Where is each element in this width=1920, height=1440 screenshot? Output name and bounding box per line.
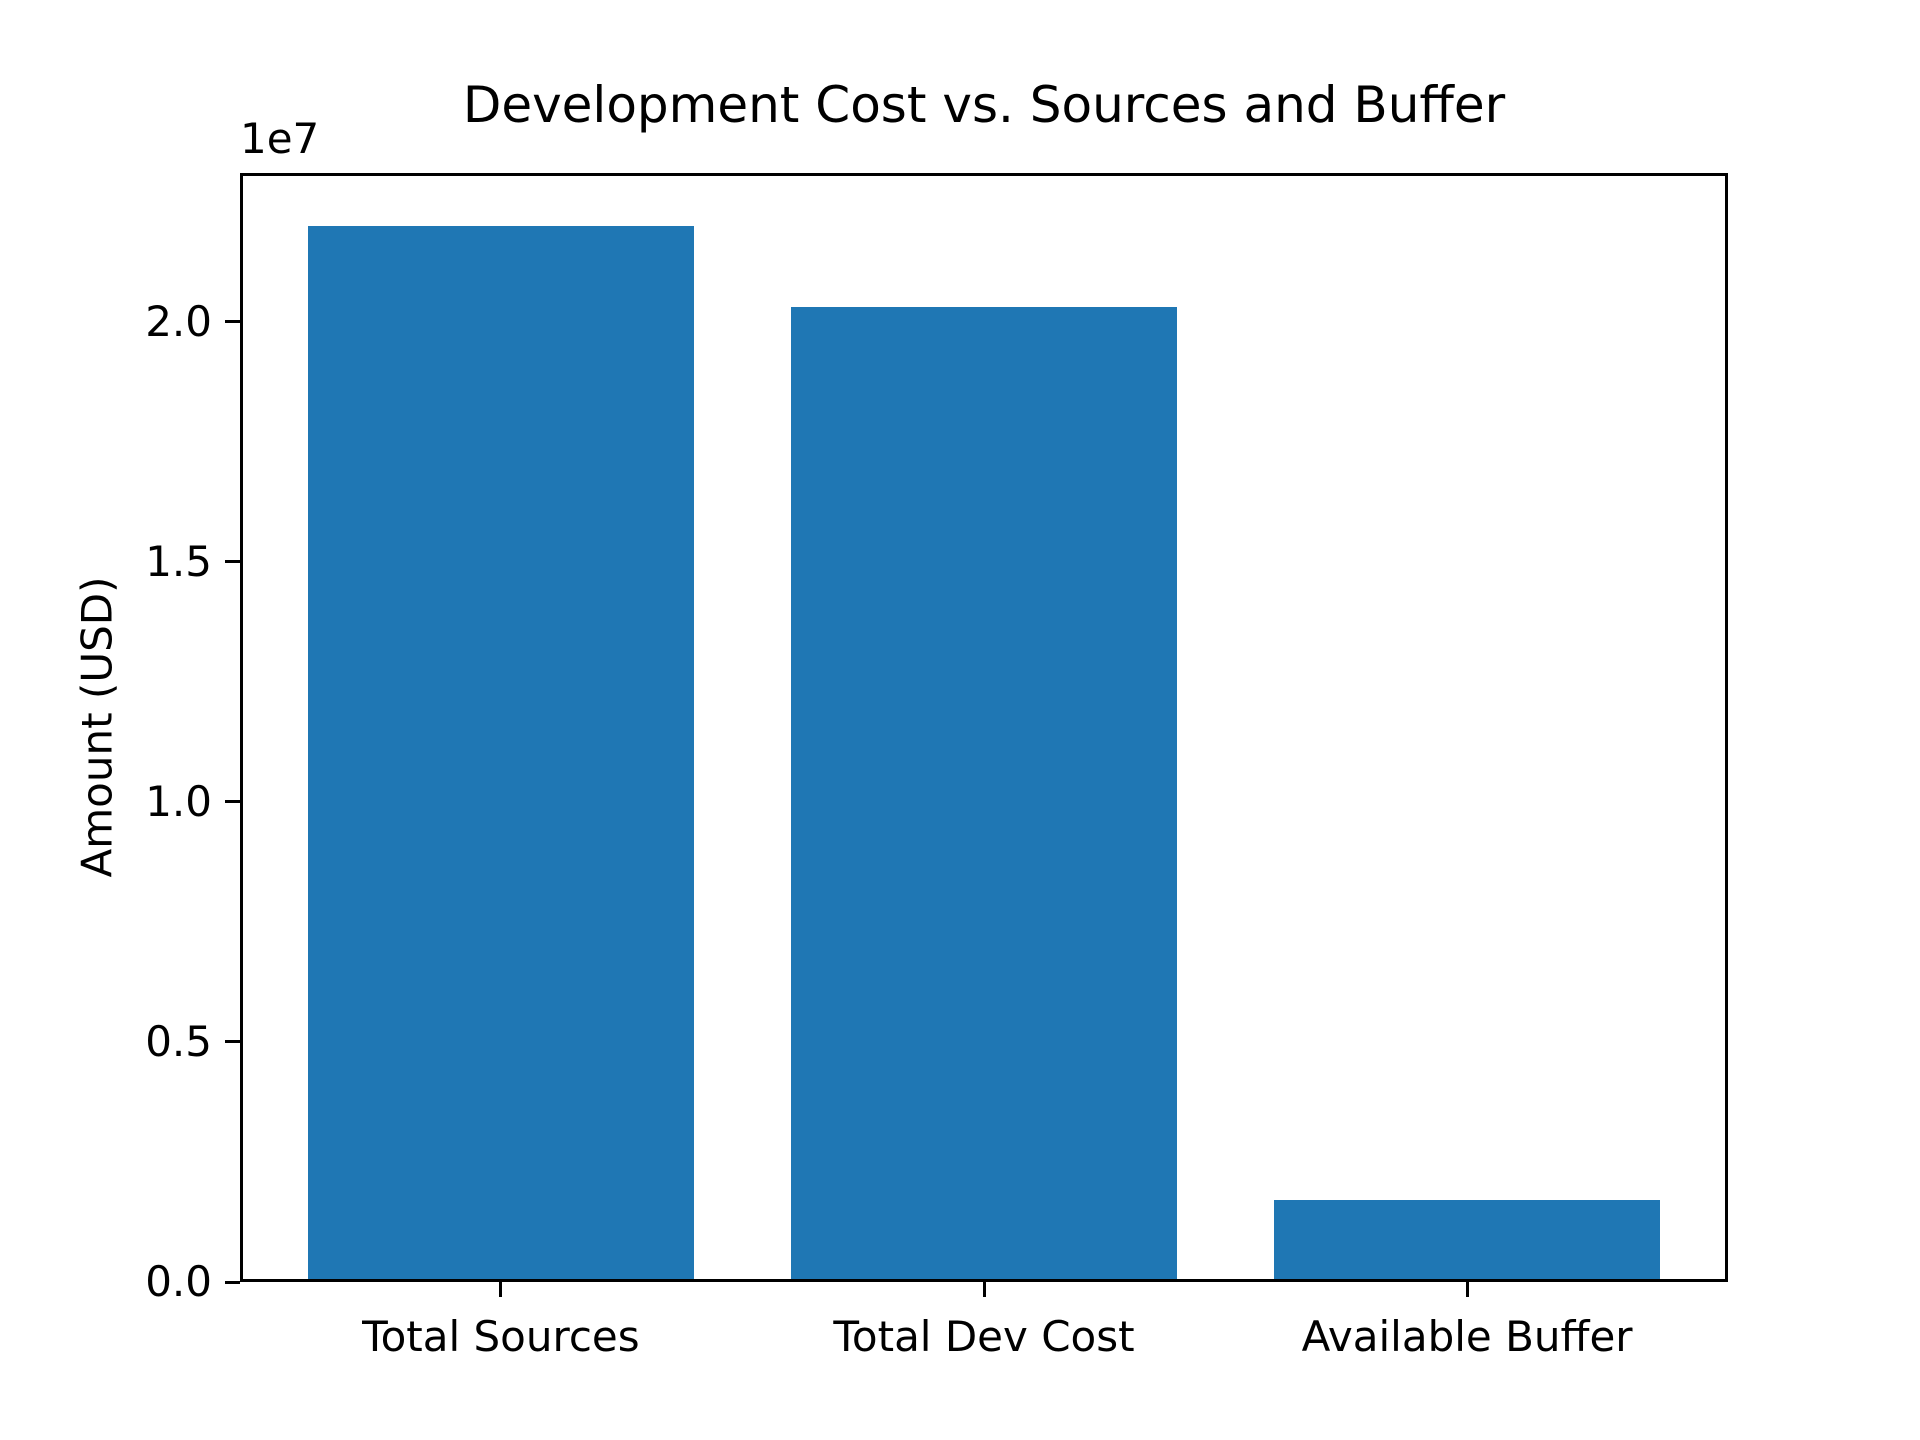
y-tick-label: 1.5 [145,536,212,586]
y-tick-mark [225,800,240,804]
y-axis-offset-text: 1e7 [240,114,320,163]
x-tick-mark [499,1282,503,1297]
x-tick-mark [982,1282,986,1297]
x-tick-label-total-dev-cost: Total Dev Cost [833,1312,1135,1361]
x-tick-label-available-buffer: Available Buffer [1301,1312,1633,1361]
bar-available-buffer [1273,1200,1661,1282]
chart-title: Development Cost vs. Sources and Buffer [462,76,1506,134]
x-tick-mark [1465,1282,1469,1297]
y-tick-label: 0.0 [145,1257,212,1306]
x-tick-label-total-sources: Total Sources [362,1312,640,1361]
bar-total-dev-cost [790,307,1178,1282]
bar-total-sources [307,225,695,1282]
y-tick-label: 0.5 [145,1016,212,1066]
y-tick-mark [225,320,240,324]
y-tick-label: 2.0 [145,296,212,346]
y-axis-label: Amount (USD) [72,576,122,878]
y-tick-mark [225,560,240,564]
y-tick-mark [225,1040,240,1044]
y-tick-label: 1.0 [145,776,212,826]
y-tick-mark [225,1280,240,1284]
plot-frame [240,173,1728,1282]
